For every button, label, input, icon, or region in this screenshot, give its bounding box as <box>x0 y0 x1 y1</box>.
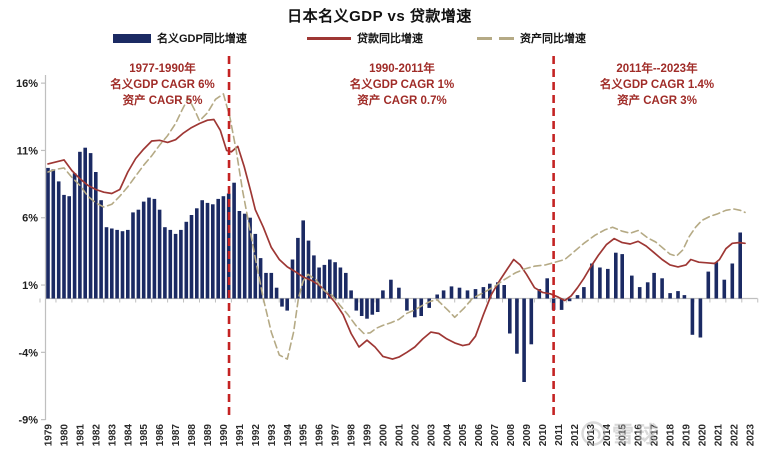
svg-text:2014: 2014 <box>602 424 613 447</box>
svg-text:1997: 1997 <box>331 424 342 447</box>
svg-text:1%: 1% <box>22 280 38 292</box>
legend-item-gdp: 名义GDP同比增速 <box>113 31 247 45</box>
annotation-3-line-3: 资产 CAGR 3% <box>617 95 697 107</box>
svg-text:2003: 2003 <box>426 424 437 447</box>
legend-label-gdp: 名义GDP同比增速 <box>157 33 247 45</box>
loan-line-swatch-icon <box>307 36 351 40</box>
svg-text:2019: 2019 <box>682 424 693 447</box>
svg-text:1980: 1980 <box>59 424 70 447</box>
annotation-period-2: 1990-2011年 名义GDP CAGR 1% 资产 CAGR 0.7% <box>302 61 502 109</box>
svg-text:2020: 2020 <box>697 424 708 447</box>
svg-text:2021: 2021 <box>713 424 724 447</box>
svg-text:1986: 1986 <box>155 424 166 447</box>
page-title: 日本名义GDP vs 贷款增速 <box>287 8 472 25</box>
svg-text:2010: 2010 <box>538 424 549 447</box>
svg-text:1999: 1999 <box>363 424 374 447</box>
annotation-1-line-3: 资产 CAGR 5% <box>122 95 203 107</box>
svg-text:1988: 1988 <box>187 424 198 447</box>
svg-text:1991: 1991 <box>235 424 246 447</box>
svg-text:2008: 2008 <box>506 424 517 447</box>
annotation-1-line-2: 名义GDP CAGR 6% <box>110 79 215 91</box>
asset-dash-swatch-icon <box>477 36 514 40</box>
svg-text:2009: 2009 <box>522 424 533 447</box>
svg-text:1989: 1989 <box>203 424 214 447</box>
svg-text:1985: 1985 <box>139 424 150 447</box>
svg-text:1996: 1996 <box>315 424 326 447</box>
gdp-bar-swatch-icon <box>113 33 151 43</box>
svg-text:-4%: -4% <box>18 347 38 359</box>
svg-text:2016: 2016 <box>634 424 645 447</box>
legend-label-loan: 贷款同比增速 <box>357 33 423 45</box>
annotation-1-line-1: 1977-1990年 <box>129 63 196 75</box>
annotation-2-line-2: 名义GDP CAGR 1% <box>349 79 455 91</box>
svg-text:2007: 2007 <box>490 424 501 447</box>
svg-text:1990: 1990 <box>219 424 230 447</box>
svg-text:2015: 2015 <box>618 424 629 447</box>
svg-text:2012: 2012 <box>570 424 581 447</box>
svg-text:1979: 1979 <box>44 424 55 447</box>
svg-text:1982: 1982 <box>91 424 102 447</box>
svg-text:1995: 1995 <box>299 424 310 447</box>
legend-label-asset: 资产同比增速 <box>520 33 586 45</box>
annotation-3-line-1: 2011年--2023年 <box>616 63 698 75</box>
svg-text:1984: 1984 <box>123 424 134 447</box>
svg-text:2022: 2022 <box>729 424 740 447</box>
annotation-2-line-3: 资产 CAGR 0.7% <box>357 95 447 107</box>
svg-text:1987: 1987 <box>171 424 182 447</box>
svg-text:2013: 2013 <box>586 424 597 447</box>
svg-text:2011: 2011 <box>554 424 565 446</box>
svg-text:6%: 6% <box>22 213 38 225</box>
svg-text:1981: 1981 <box>75 424 86 447</box>
svg-text:1998: 1998 <box>347 424 358 447</box>
svg-text:2004: 2004 <box>442 424 453 447</box>
svg-text:2002: 2002 <box>410 424 421 447</box>
annotation-2-line-1: 1990-2011年 <box>369 63 435 75</box>
legend-item-asset: 资产同比增速 <box>477 31 586 45</box>
svg-text:2000: 2000 <box>378 424 389 447</box>
svg-text:2001: 2001 <box>394 424 405 447</box>
legend-item-loan: 贷款同比增速 <box>307 31 423 45</box>
svg-text:1983: 1983 <box>107 424 118 447</box>
svg-text:2023: 2023 <box>745 424 756 447</box>
svg-text:2017: 2017 <box>650 424 661 447</box>
svg-text:16%: 16% <box>16 78 38 90</box>
svg-text:2006: 2006 <box>474 424 485 447</box>
svg-text:-9%: -9% <box>18 415 38 427</box>
annotation-period-1: 1977-1990年 名义GDP CAGR 6% 资产 CAGR 5% <box>55 61 270 109</box>
svg-text:11%: 11% <box>17 145 39 157</box>
svg-text:2018: 2018 <box>666 424 677 447</box>
annotation-period-3: 2011年--2023年 名义GDP CAGR 1.4% 资产 CAGR 3% <box>557 61 757 109</box>
svg-text:1994: 1994 <box>283 424 294 447</box>
svg-text:1993: 1993 <box>267 424 278 447</box>
svg-text:1992: 1992 <box>251 424 262 447</box>
svg-text:2005: 2005 <box>458 424 469 447</box>
annotation-3-line-2: 名义GDP CAGR 1.4% <box>599 79 715 91</box>
